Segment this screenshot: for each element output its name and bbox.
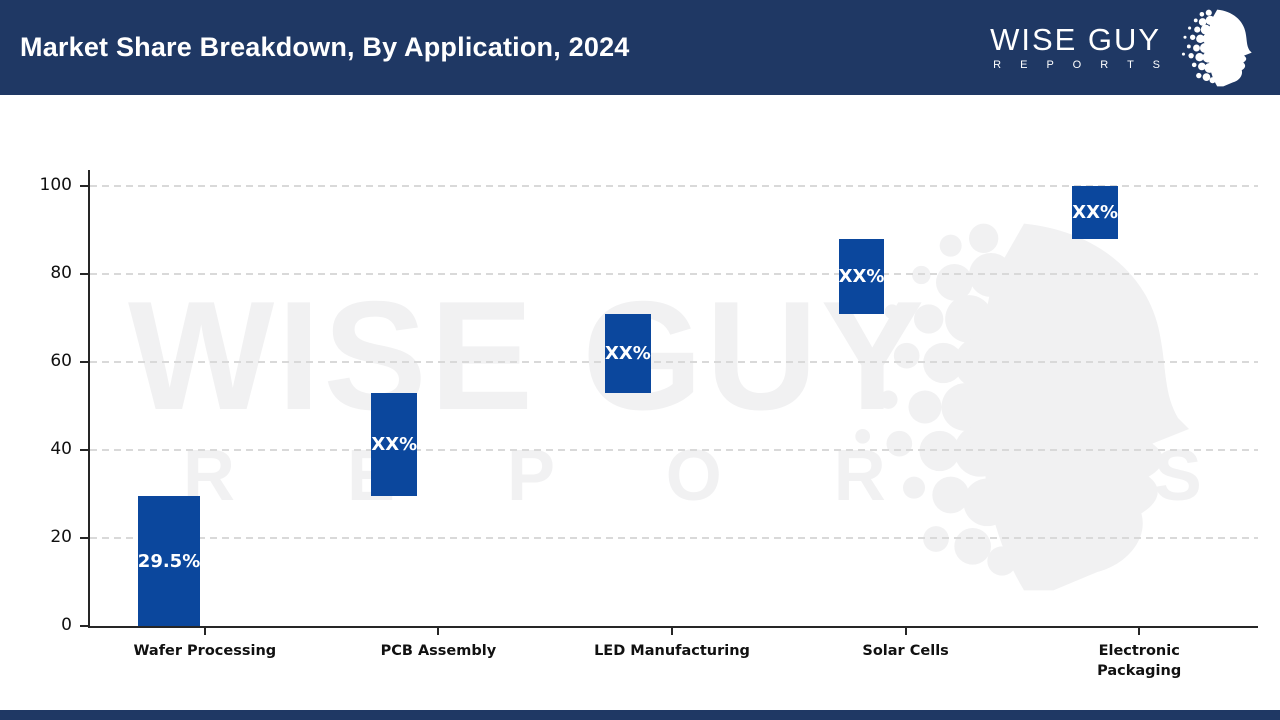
- y-axis-tick-mark: [80, 361, 88, 363]
- x-axis-category-label: Wafer Processing: [133, 643, 277, 659]
- x-axis-category-label: Solar Cells: [862, 643, 949, 659]
- page-title: Market Share Breakdown, By Application, …: [20, 32, 630, 62]
- bar-value-label: XX%: [605, 342, 651, 364]
- wise-guy-logo: WISE GUY R E P O R T S: [990, 6, 1254, 90]
- footer-bar: [0, 710, 1280, 720]
- y-axis-tick-label: 100: [39, 175, 72, 195]
- bar-led-manufacturing: XX%: [605, 313, 651, 393]
- header-bar: Market Share Breakdown, By Application, …: [0, 0, 1280, 95]
- plot-area: 29.5% XX% XX% XX% XX%: [88, 170, 1258, 628]
- y-axis-tick-mark: [80, 449, 88, 451]
- logo-face-icon: [1162, 6, 1254, 90]
- x-axis-tick-mark: [437, 628, 440, 635]
- x-axis-category-label: Electronic Packaging: [1097, 643, 1182, 680]
- x-axis-tick-mark: [203, 628, 206, 635]
- logo-wordmark: WISE GUY: [990, 22, 1162, 57]
- bar-value-label: XX%: [371, 434, 418, 455]
- logo-text: WISE GUY R E P O R T S: [990, 24, 1168, 71]
- y-axis-tick-label: 60: [50, 351, 72, 371]
- y-axis-tick-label: 40: [50, 439, 72, 459]
- gridline: [90, 273, 1258, 275]
- gridline: [90, 185, 1258, 187]
- gridline: [90, 537, 1258, 539]
- gridline: [90, 361, 1258, 363]
- y-axis-tick-mark: [80, 537, 88, 539]
- watermark-wordmark: WISE GUY: [128, 269, 928, 442]
- y-axis-tick-label: 20: [50, 527, 72, 547]
- y-axis-tick-label: 80: [50, 263, 72, 283]
- bar-value-label: XX%: [1072, 201, 1118, 223]
- y-axis-tick-label: 0: [61, 615, 72, 635]
- logo-subtitle: R E P O R T S: [993, 59, 1168, 71]
- x-axis-category-label: LED Manufacturing: [594, 643, 750, 659]
- y-axis-tick-mark: [80, 185, 88, 187]
- bar-wafer-processing: 29.5%: [137, 496, 201, 626]
- bar-pcb-assembly: XX%: [371, 392, 418, 497]
- bar-electronic-packaging: XX%: [1072, 186, 1118, 239]
- y-axis-tick-mark: [80, 625, 88, 627]
- gridline: [90, 449, 1258, 451]
- x-axis-tick-mark: [904, 628, 907, 635]
- y-axis: 0 20 40 60 80 100: [0, 170, 88, 634]
- y-axis-tick-mark: [80, 273, 88, 275]
- bar-solar-cells: XX%: [838, 238, 885, 314]
- bar-value-label: 29.5%: [137, 550, 201, 572]
- x-axis-category-label: PCB Assembly: [380, 643, 497, 659]
- x-axis-tick-mark: [671, 628, 673, 635]
- bar-value-label: XX%: [838, 265, 885, 287]
- x-axis-tick-mark: [1138, 628, 1141, 635]
- x-axis: Wafer Processing PCB Assembly LED Manufact…: [88, 628, 1256, 698]
